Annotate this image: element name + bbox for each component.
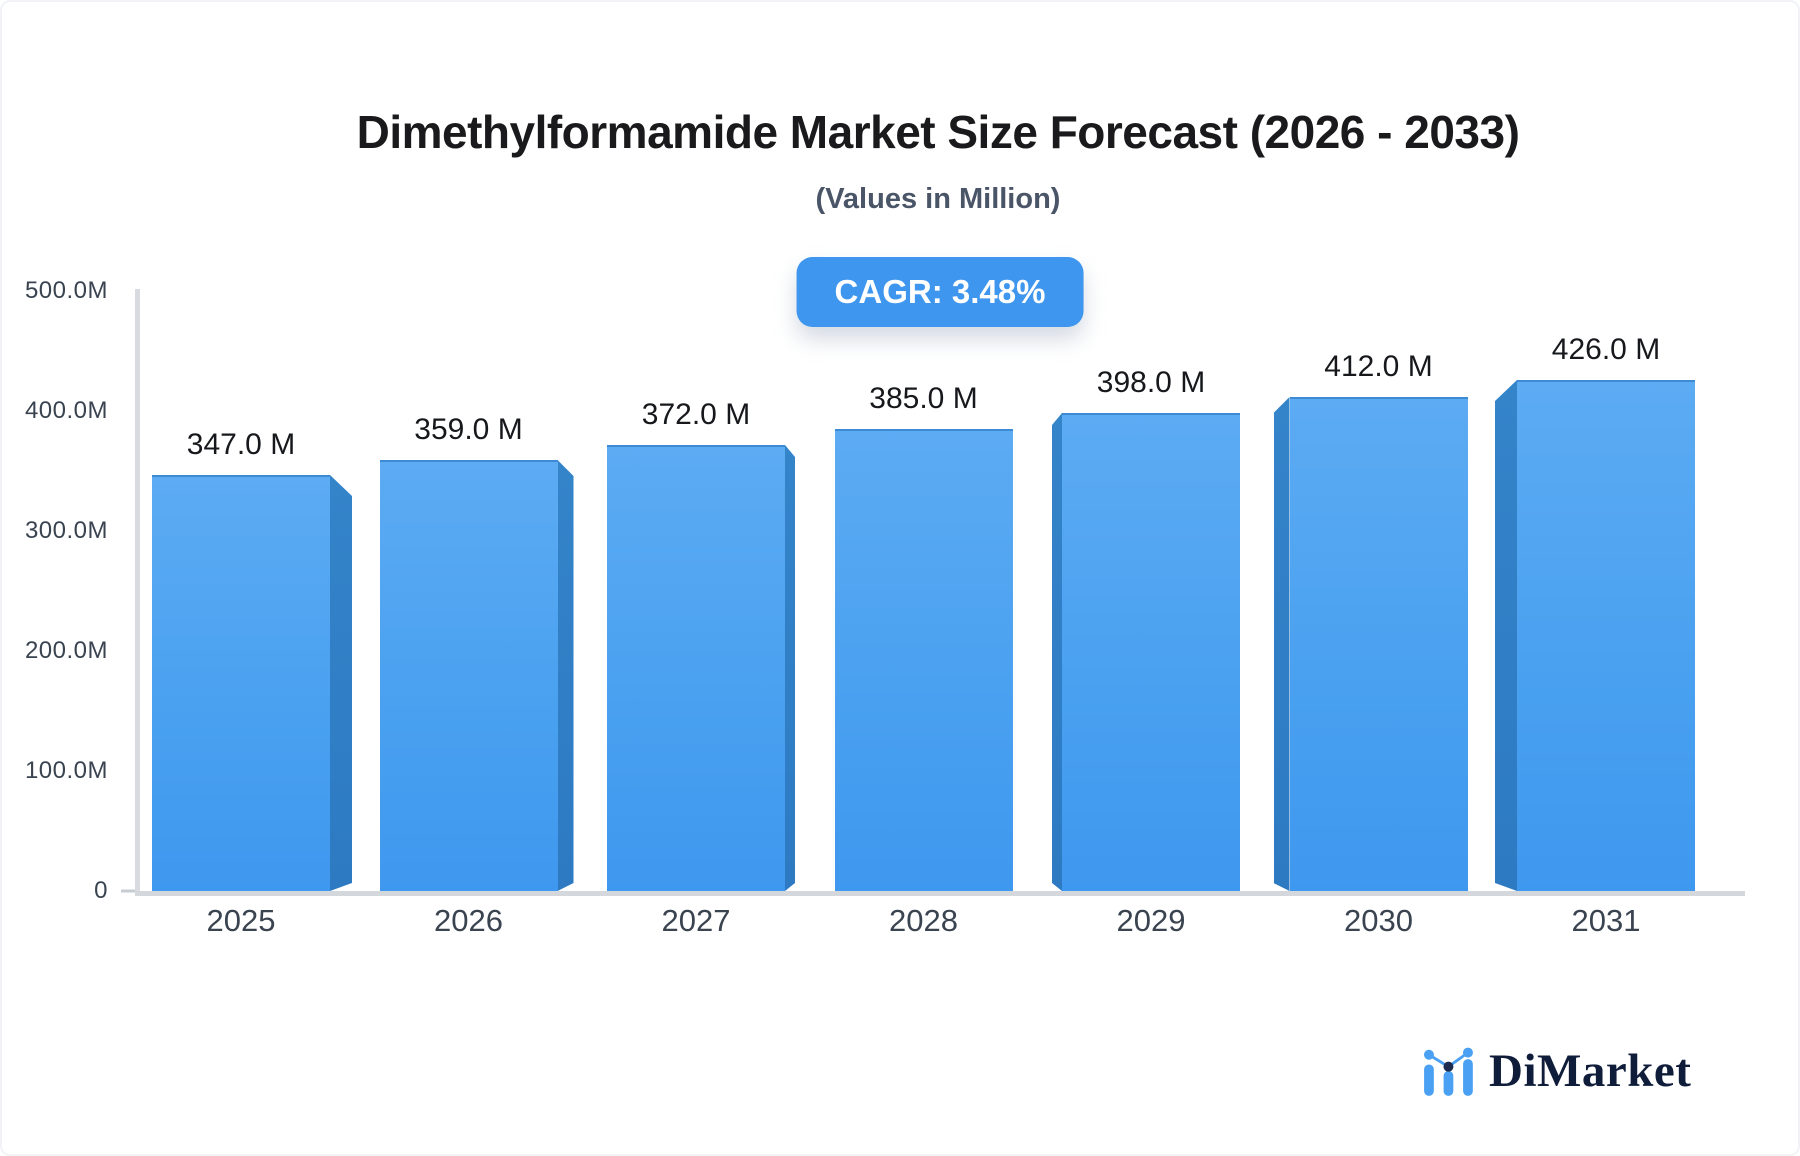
- x-axis-line: [135, 891, 1745, 896]
- x-axis: 2025 2026 2027 2028 2029 2030 2031: [135, 903, 1745, 943]
- x-axis-tick-label: 2030: [1344, 903, 1413, 938]
- chart-title: Dimethylformamide Market Size Forecast (…: [356, 106, 1520, 158]
- y-axis-line: [135, 289, 140, 896]
- chart-header: Dimethylformamide Market Size Forecast (…: [2, 105, 1798, 216]
- y-axis-tick-label: 100.0M: [24, 757, 108, 784]
- bar-side-face: [785, 445, 795, 891]
- x-axis-tick-label: 2029: [1116, 903, 1186, 938]
- cagr-badge: CAGR: 3.48%: [796, 257, 1084, 327]
- bar-side-face: [558, 460, 574, 891]
- x-axis-tick-label: 2027: [661, 903, 731, 938]
- bar-side-face: [1495, 380, 1517, 891]
- y-axis-tick-label: 300.0M: [24, 517, 108, 544]
- chart-subtitle: (Values in Million): [815, 183, 1061, 215]
- y-axis-tick-label: 400.0M: [24, 397, 108, 424]
- y-axis-tick-label: 200.0M: [24, 637, 108, 664]
- mini-bar-chart-icon: [1423, 1047, 1473, 1096]
- zero-tick-mark: [121, 889, 138, 893]
- bar-side-face: [330, 475, 352, 891]
- bar-2026[interactable]: [379, 460, 558, 891]
- bar-2029[interactable]: [1062, 413, 1240, 891]
- bar-value-label: 426.0 M: [1551, 333, 1661, 366]
- bar-value-label: 385.0 M: [869, 382, 978, 415]
- y-axis-tick-label: 500.0M: [24, 277, 108, 304]
- y-axis: 500.0M 400.0M 300.0M 200.0M 100.0M 0: [2, 277, 138, 904]
- bar-value-label: 372.0 M: [641, 398, 751, 431]
- x-axis-tick-label: 2025: [206, 903, 276, 938]
- bar-value-label: 412.0 M: [1324, 350, 1433, 383]
- y-axis-tick-label: 0: [94, 877, 138, 905]
- bar-2028[interactable]: [834, 429, 1013, 891]
- brand-logo-text: DiMarket: [1489, 1045, 1692, 1097]
- brand-logo: DiMarket: [1423, 1042, 1691, 1100]
- x-axis-tick-label: 2031: [1571, 903, 1641, 938]
- bar-value-label: 398.0 M: [1096, 366, 1206, 399]
- bar-side-face: [1274, 397, 1290, 891]
- x-axis-tick-label: 2028: [889, 903, 958, 938]
- bar-2027[interactable]: [607, 445, 785, 891]
- bar-side-face: [1052, 413, 1062, 891]
- bar-value-label: 359.0 M: [414, 413, 523, 446]
- bar-2030[interactable]: [1289, 397, 1468, 891]
- bar-2031[interactable]: [1517, 380, 1695, 891]
- x-axis-tick-label: 2026: [434, 903, 503, 938]
- bar-series: 347.0 M 359.0 M 372.0 M 385.0 M 398.0 M 412.0…: [135, 291, 1745, 891]
- bar-2025[interactable]: [152, 475, 330, 891]
- bar-value-label: 347.0 M: [186, 428, 296, 461]
